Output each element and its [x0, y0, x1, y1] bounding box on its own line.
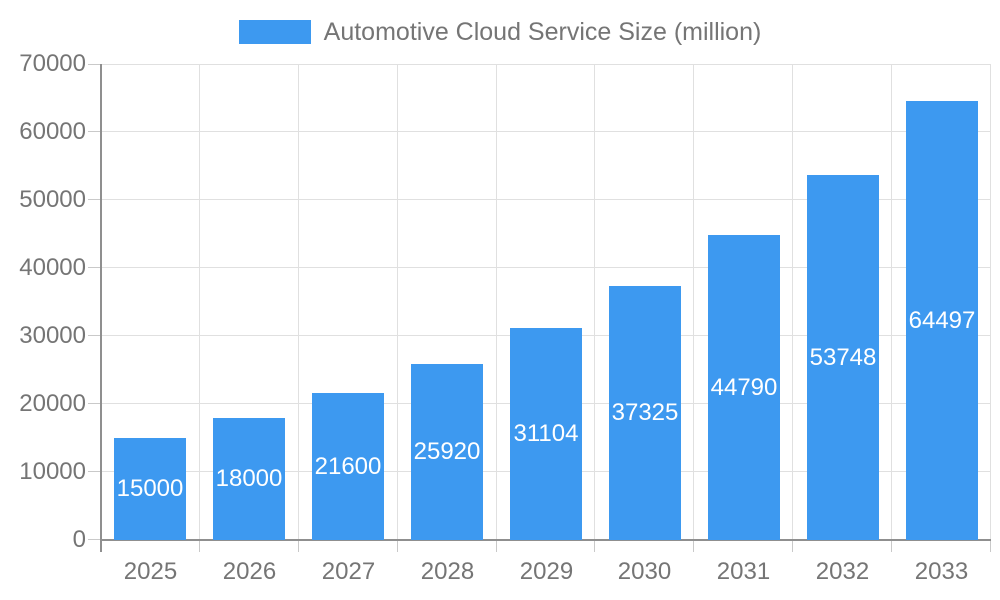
bar-value-label: 31104: [513, 420, 579, 447]
y-axis-line: [100, 64, 102, 552]
y-tick-label: 0: [72, 526, 86, 553]
y-gridline: [101, 267, 991, 268]
legend[interactable]: Automotive Cloud Service Size (million): [0, 18, 1000, 46]
x-gridline: [298, 64, 299, 540]
bar[interactable]: [411, 364, 483, 540]
y-tick-label: 60000: [19, 118, 86, 145]
x-tick-label: 2033: [914, 558, 969, 585]
bar-value-label: 15000: [116, 475, 184, 502]
x-gridline: [199, 64, 200, 540]
x-axis-tick: [496, 540, 497, 552]
y-axis-tick: [88, 403, 101, 404]
y-tick-label: 20000: [19, 390, 86, 417]
bar[interactable]: [708, 235, 780, 540]
x-tick-label: 2029: [519, 558, 574, 585]
bar-value-label: 37325: [611, 399, 679, 426]
x-axis-tick: [792, 540, 793, 552]
y-axis-tick: [88, 199, 101, 200]
bar[interactable]: [906, 101, 978, 540]
x-gridline: [990, 64, 991, 540]
bar[interactable]: [807, 175, 879, 540]
y-tick-label: 30000: [19, 322, 86, 349]
y-axis-tick: [88, 335, 101, 336]
x-tick-label: 2026: [222, 558, 277, 585]
x-tick-label: 2032: [815, 558, 870, 585]
x-axis-line: [100, 539, 991, 541]
bar[interactable]: [609, 286, 681, 540]
bar-value-label: 53748: [809, 344, 877, 371]
bar-value-label: 64497: [908, 307, 976, 334]
x-gridline: [496, 64, 497, 540]
x-gridline: [891, 64, 892, 540]
x-axis-tick: [891, 540, 892, 552]
x-axis-tick: [199, 540, 200, 552]
y-tick-label: 70000: [19, 50, 86, 77]
y-axis-tick: [88, 64, 101, 65]
x-axis-tick: [990, 540, 991, 552]
x-axis-tick: [298, 540, 299, 552]
bar[interactable]: [114, 438, 186, 540]
x-axis-tick: [594, 540, 595, 552]
bar[interactable]: [213, 418, 285, 540]
x-axis-tick: [693, 540, 694, 552]
x-gridline: [693, 64, 694, 540]
y-gridline: [101, 131, 991, 132]
bar[interactable]: [312, 393, 384, 540]
bar-value-label: 18000: [215, 465, 283, 492]
legend-label: Automotive Cloud Service Size (million): [323, 17, 762, 46]
y-axis-tick: [88, 267, 101, 268]
y-tick-label: 50000: [19, 186, 86, 213]
x-gridline: [792, 64, 793, 540]
x-tick-label: 2027: [321, 558, 376, 585]
x-tick-label: 2025: [123, 558, 178, 585]
bar-value-label: 44790: [710, 374, 778, 401]
bar-value-label: 21600: [314, 453, 382, 480]
y-axis-tick: [88, 131, 101, 132]
x-tick-label: 2031: [716, 558, 771, 585]
bar[interactable]: [510, 328, 582, 540]
x-gridline: [397, 64, 398, 540]
x-tick-label: 2030: [617, 558, 672, 585]
y-tick-label: 40000: [19, 254, 86, 281]
y-gridline: [101, 199, 991, 200]
y-gridline: [101, 64, 991, 65]
bar-value-label: 25920: [413, 438, 481, 465]
x-gridline: [594, 64, 595, 540]
y-axis-tick: [88, 539, 101, 540]
x-tick-label: 2028: [420, 558, 475, 585]
plot-area: 15000 18000 21600 25920 31104 37325 44790 53748…: [88, 64, 991, 552]
x-axis-tick: [397, 540, 398, 552]
y-tick-label: 10000: [19, 458, 86, 485]
legend-swatch: [238, 20, 311, 44]
y-axis-tick: [88, 471, 101, 472]
